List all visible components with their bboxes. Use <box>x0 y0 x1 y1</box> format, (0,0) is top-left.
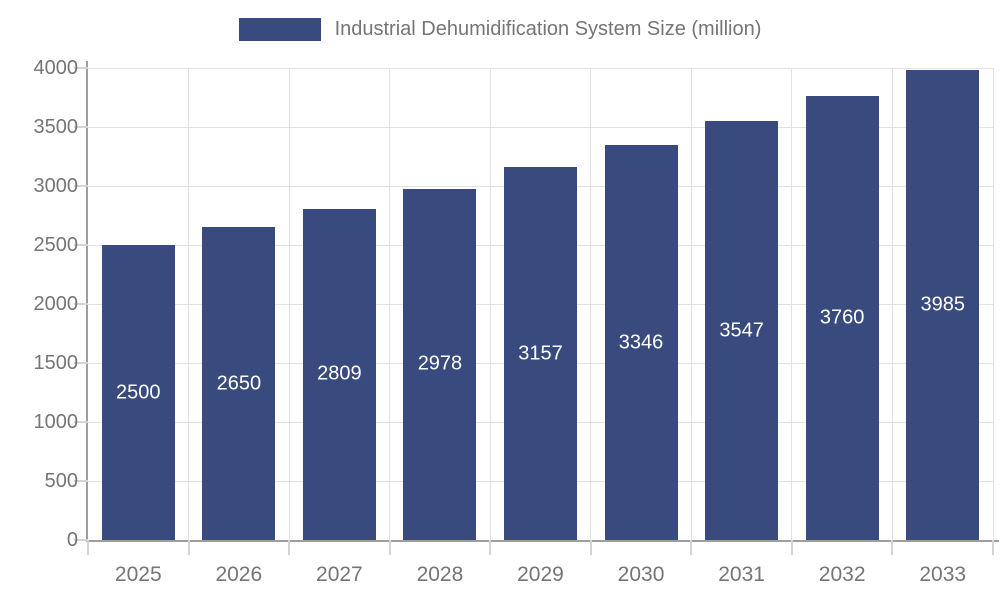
y-tick-label: 2000 <box>33 293 79 315</box>
bar-value-label: 2500 <box>116 381 161 403</box>
bar-2028: 2978 <box>403 188 477 540</box>
x-tick-label: 2027 <box>316 563 363 586</box>
bar-2031: 3547 <box>705 121 779 540</box>
bar-2030: 3346 <box>604 145 678 540</box>
v-gridline <box>891 68 893 540</box>
bar-2025: 2500 <box>101 245 175 540</box>
v-gridline <box>489 68 491 540</box>
v-gridline <box>690 68 692 540</box>
v-gridline <box>188 68 190 540</box>
x-tick-label: 2029 <box>517 563 564 586</box>
bar-2029: 3157 <box>504 167 577 540</box>
x-tick-mark <box>87 540 89 555</box>
x-tick-label: 2025 <box>114 563 162 586</box>
legend-label: Industrial Dehumidification System Size … <box>334 18 762 40</box>
x-axis-line <box>86 540 999 542</box>
y-tick-label: 2500 <box>33 234 79 256</box>
x-tick-mark <box>992 540 994 555</box>
h-gridline <box>88 126 993 128</box>
y-tick-label: 3500 <box>33 116 79 138</box>
y-tick-label: 3000 <box>33 175 79 197</box>
bar-value-label: 2650 <box>216 372 262 395</box>
x-tick-mark <box>288 540 291 555</box>
v-gridline <box>389 68 391 540</box>
y-tick-label: 1500 <box>33 352 79 374</box>
y-tick-mark <box>74 67 88 69</box>
y-tick-mark <box>74 244 88 246</box>
v-gridline <box>791 68 793 540</box>
bar-2026: 2650 <box>202 227 276 540</box>
x-tick-mark <box>891 540 894 555</box>
bar-value-label: 3760 <box>819 306 865 329</box>
x-tick-mark <box>489 540 492 555</box>
x-tick-mark <box>690 540 693 555</box>
x-tick-label: 2030 <box>617 563 665 586</box>
bar-2032: 3760 <box>805 96 879 540</box>
x-tick-label: 2031 <box>718 563 765 586</box>
y-tick-label: 4000 <box>33 57 79 79</box>
x-tick-mark <box>388 540 391 555</box>
legend-swatch <box>238 17 321 41</box>
y-tick-label: 0 <box>66 529 78 551</box>
y-tick-mark <box>74 480 88 482</box>
v-gridline <box>992 68 994 540</box>
y-tick-mark <box>74 362 88 364</box>
h-gridline <box>88 67 993 69</box>
bar-value-label: 3157 <box>518 342 563 365</box>
y-tick-mark <box>74 185 88 187</box>
bar-2033: 3985 <box>906 69 980 540</box>
bar-value-label: 3346 <box>618 331 664 354</box>
x-tick-label: 2032 <box>818 563 866 586</box>
y-tick-label: 1000 <box>33 411 79 433</box>
bar-2027: 2809 <box>302 208 376 540</box>
y-tick-mark <box>74 303 88 305</box>
x-tick-label: 2028 <box>416 563 464 586</box>
x-tick-mark <box>187 540 190 555</box>
bar-value-label: 2809 <box>317 362 362 385</box>
legend-item[interactable]: Industrial Dehumidification System Size … <box>0 17 1000 41</box>
bar-value-label: 2978 <box>417 352 463 375</box>
y-tick-mark <box>74 421 88 423</box>
x-tick-mark <box>589 540 592 555</box>
x-tick-mark <box>790 540 793 555</box>
v-gridline <box>288 68 290 540</box>
y-axis-line <box>86 61 88 540</box>
x-tick-label: 2033 <box>919 563 967 586</box>
plot-area: 2500 2650 2809 2978 3157 3346 3547 3760 3985 <box>86 61 999 542</box>
bar-value-label: 3985 <box>920 293 965 316</box>
v-gridline <box>590 68 592 540</box>
x-tick-label: 2026 <box>215 563 263 586</box>
bar-value-label: 3547 <box>719 319 764 342</box>
y-tick-mark <box>74 126 88 128</box>
y-tick-mark <box>74 539 88 541</box>
y-tick-label: 500 <box>44 470 78 492</box>
